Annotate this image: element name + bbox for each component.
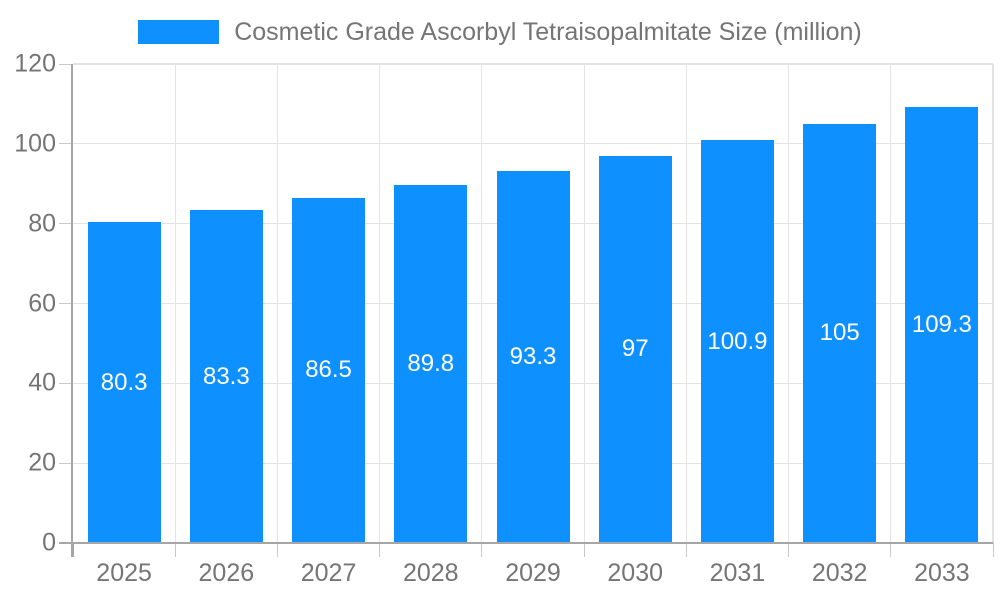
y-axis-label: 40 <box>28 368 56 397</box>
bar[interactable] <box>394 184 468 543</box>
x-axis-label: 2033 <box>914 559 970 587</box>
x-axis-label: 2028 <box>402 559 459 587</box>
bar[interactable] <box>905 106 979 543</box>
y-axis-label: 20 <box>28 448 56 477</box>
x-gridline <box>685 64 687 543</box>
bar-value-label: 105 <box>819 319 860 347</box>
bar[interactable] <box>803 123 877 543</box>
x-gridline <box>583 64 585 543</box>
bar-value-label: 93.3 <box>509 342 557 370</box>
bar-value-label: 89.8 <box>407 349 455 377</box>
x-gridline <box>992 64 994 543</box>
bar-value-label: 109.3 <box>911 310 972 338</box>
x-axis-label: 2029 <box>505 559 561 587</box>
x-axis-label: 2031 <box>709 559 766 587</box>
legend-label: Cosmetic Grade Ascorbyl Tetraisopalmitat… <box>234 17 862 46</box>
x-tick <box>481 543 483 557</box>
y-tick <box>59 462 73 464</box>
x-gridline <box>174 64 176 543</box>
y-axis-label: 80 <box>28 209 56 238</box>
x-gridline <box>481 64 483 543</box>
x-axis-label: 2032 <box>811 559 868 587</box>
y-axis-line <box>71 64 73 557</box>
x-axis-label: 2025 <box>96 559 152 587</box>
y-tick <box>59 143 73 145</box>
x-axis-label: 2027 <box>300 559 357 587</box>
y-tick <box>59 303 73 304</box>
x-tick <box>788 543 790 557</box>
y-gridline <box>73 63 993 65</box>
y-tick <box>59 382 73 384</box>
x-tick <box>379 543 381 557</box>
x-tick <box>174 543 176 557</box>
bar[interactable] <box>87 222 161 543</box>
x-axis-line <box>59 542 993 544</box>
legend-swatch <box>138 20 220 44</box>
x-gridline <box>379 64 381 543</box>
bar[interactable] <box>598 155 672 543</box>
y-axis-label: 100 <box>14 129 56 158</box>
x-tick <box>72 543 74 557</box>
y-gridline <box>73 143 993 145</box>
x-tick <box>583 543 585 557</box>
x-gridline <box>890 64 892 543</box>
y-axis-label: 0 <box>42 528 56 557</box>
bar-value-label: 86.5 <box>305 356 352 384</box>
y-axis-label: 60 <box>28 289 56 317</box>
bar-value-label: 80.3 <box>100 368 148 396</box>
bar[interactable] <box>189 210 263 543</box>
x-tick <box>992 543 994 557</box>
x-axis-label: 2030 <box>607 559 664 587</box>
bar[interactable] <box>700 140 774 543</box>
x-tick <box>685 543 687 557</box>
x-tick <box>890 543 892 557</box>
y-axis-label: 120 <box>14 49 56 78</box>
x-gridline <box>276 64 278 543</box>
x-tick <box>276 543 278 557</box>
bar-value-label: 83.3 <box>202 362 250 390</box>
bar-value-label: 100.9 <box>707 327 768 355</box>
y-tick <box>59 223 73 225</box>
y-tick <box>59 63 73 65</box>
x-axis-label: 2026 <box>198 559 255 587</box>
x-gridline <box>788 64 790 543</box>
bar[interactable] <box>292 197 366 543</box>
bar[interactable] <box>496 170 570 543</box>
bar-value-label: 97 <box>621 335 649 363</box>
legend-item[interactable]: Cosmetic Grade Ascorbyl Tetraisopalmitat… <box>0 12 1000 52</box>
